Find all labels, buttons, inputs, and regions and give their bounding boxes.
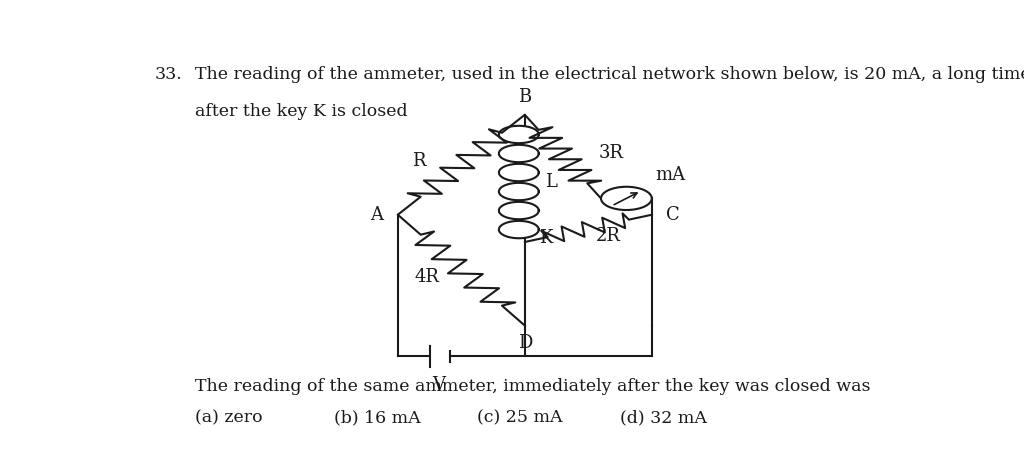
Text: mA: mA: [655, 166, 686, 184]
Text: after the key K is closed: after the key K is closed: [196, 103, 409, 120]
Text: 4R: 4R: [415, 269, 439, 287]
Text: K: K: [539, 229, 553, 247]
Text: L: L: [545, 173, 556, 191]
Text: 33.: 33.: [155, 66, 182, 83]
Text: (c) 25 mA: (c) 25 mA: [477, 409, 562, 426]
Text: A: A: [371, 206, 384, 224]
Text: 3R: 3R: [599, 144, 624, 162]
Text: The reading of the same ammeter, immediately after the key was closed was: The reading of the same ammeter, immedia…: [196, 378, 871, 395]
Text: (a) zero: (a) zero: [196, 409, 263, 426]
Text: B: B: [518, 88, 531, 106]
Text: 2R: 2R: [596, 227, 622, 244]
Text: R: R: [412, 152, 426, 170]
Text: C: C: [666, 206, 680, 224]
Text: V: V: [432, 377, 444, 395]
Text: The reading of the ammeter, used in the electrical network shown below, is 20 mA: The reading of the ammeter, used in the …: [196, 66, 1024, 83]
Text: D: D: [517, 334, 532, 352]
Text: (d) 32 mA: (d) 32 mA: [620, 409, 707, 426]
Text: (b) 16 mA: (b) 16 mA: [334, 409, 421, 426]
